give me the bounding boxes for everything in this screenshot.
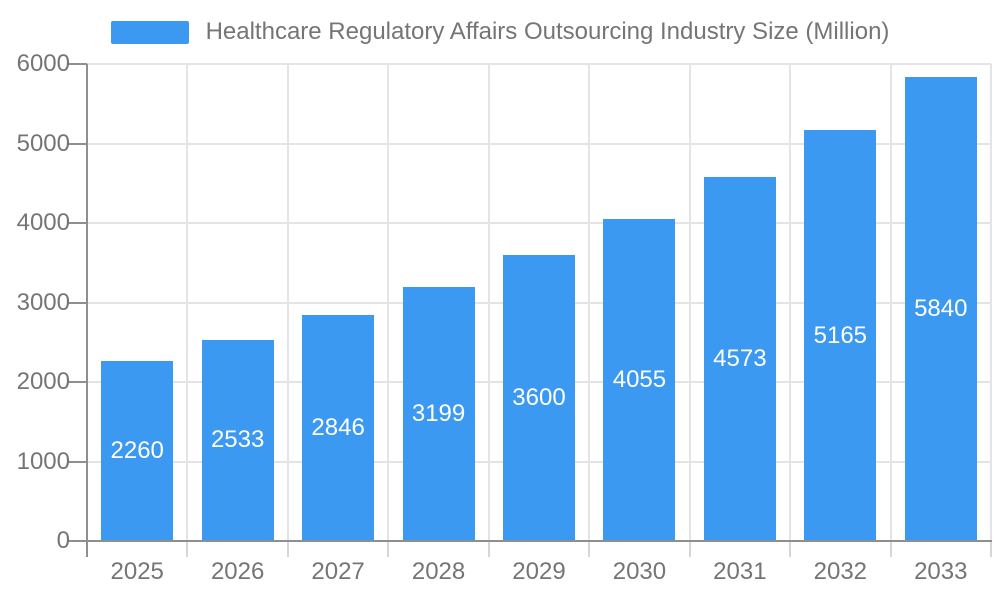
- y-axis-tick: [68, 540, 87, 542]
- x-axis-tick: [889, 541, 892, 557]
- x-axis-line: [86, 540, 992, 542]
- x-axis-tick-label: 2029: [512, 558, 566, 585]
- y-axis-tick-label: 4000: [16, 209, 70, 236]
- x-axis-tick: [487, 541, 490, 557]
- x-axis-tick: [990, 541, 992, 557]
- bar-2030: [603, 218, 676, 541]
- x-axis-tick-label: 2032: [813, 558, 868, 585]
- bar-2025: [101, 361, 174, 541]
- gridline-vertical: [286, 64, 289, 541]
- x-axis-tick: [186, 541, 189, 557]
- x-axis-tick-label: 2030: [612, 558, 667, 585]
- bar-2027: [302, 314, 375, 541]
- bar-2029: [503, 254, 575, 541]
- gridline-vertical: [186, 64, 189, 541]
- bar-value-label: 4055: [612, 365, 667, 393]
- bar-2031: [703, 177, 776, 541]
- x-axis-tick-label: 2028: [411, 558, 466, 585]
- bar-value-label: 2846: [311, 413, 365, 441]
- y-axis-tick: [68, 222, 87, 224]
- x-axis-tick: [789, 541, 792, 557]
- gridline-horizontal: [87, 63, 991, 65]
- y-axis-tick-label: 6000: [16, 50, 70, 77]
- bar-2032: [804, 130, 877, 541]
- bar-value-label: 5165: [813, 321, 868, 349]
- gridline-vertical: [688, 64, 691, 541]
- y-axis-tick-label: 2000: [16, 368, 70, 395]
- x-axis-tick-label: 2027: [311, 558, 365, 585]
- y-axis-tick: [68, 63, 87, 65]
- y-axis-line: [86, 64, 88, 557]
- x-axis-tick: [387, 541, 390, 557]
- bar-2028: [402, 286, 475, 541]
- gridline-vertical: [990, 64, 992, 541]
- y-axis-tick: [68, 301, 87, 304]
- bar-value-label: 3600: [512, 383, 566, 411]
- y-axis-tick-label: 0: [56, 527, 70, 554]
- x-axis-tick: [286, 541, 289, 557]
- y-axis-tick: [68, 460, 87, 463]
- x-axis-tick-label: 2031: [713, 558, 767, 585]
- x-axis-tick-label: 2033: [914, 558, 968, 585]
- gridline-vertical: [387, 64, 390, 541]
- x-axis-tick-label: 2025: [110, 558, 164, 585]
- y-axis-tick-label: 1000: [16, 447, 70, 475]
- legend-swatch-icon: [110, 20, 189, 44]
- bar-value-label: 4573: [713, 345, 767, 373]
- y-axis-tick-label: 5000: [16, 129, 70, 157]
- y-axis-tick: [68, 381, 87, 383]
- gridline-vertical: [889, 64, 892, 541]
- bar-value-label: 2533: [210, 426, 265, 454]
- bar-2033: [904, 76, 977, 541]
- gridline-vertical: [588, 64, 591, 541]
- gridline-horizontal: [87, 222, 991, 224]
- bar-value-label: 2260: [110, 437, 164, 465]
- x-axis-tick: [688, 541, 691, 557]
- gridline-vertical: [487, 64, 490, 541]
- gridline-horizontal: [87, 142, 991, 145]
- x-axis-tick: [588, 541, 591, 557]
- bar-2026: [201, 339, 274, 541]
- y-axis-tick-label: 3000: [16, 288, 70, 316]
- bar-value-label: 3199: [411, 399, 466, 427]
- bar-value-label: 5840: [914, 294, 968, 322]
- y-axis-tick: [68, 142, 87, 145]
- gridline-vertical: [789, 64, 792, 541]
- legend-label: Healthcare Regulatory Affairs Outsourcin…: [205, 18, 890, 45]
- chart-legend[interactable]: Healthcare Regulatory Affairs Outsourcin…: [0, 18, 1000, 46]
- x-axis-tick-label: 2026: [210, 558, 265, 585]
